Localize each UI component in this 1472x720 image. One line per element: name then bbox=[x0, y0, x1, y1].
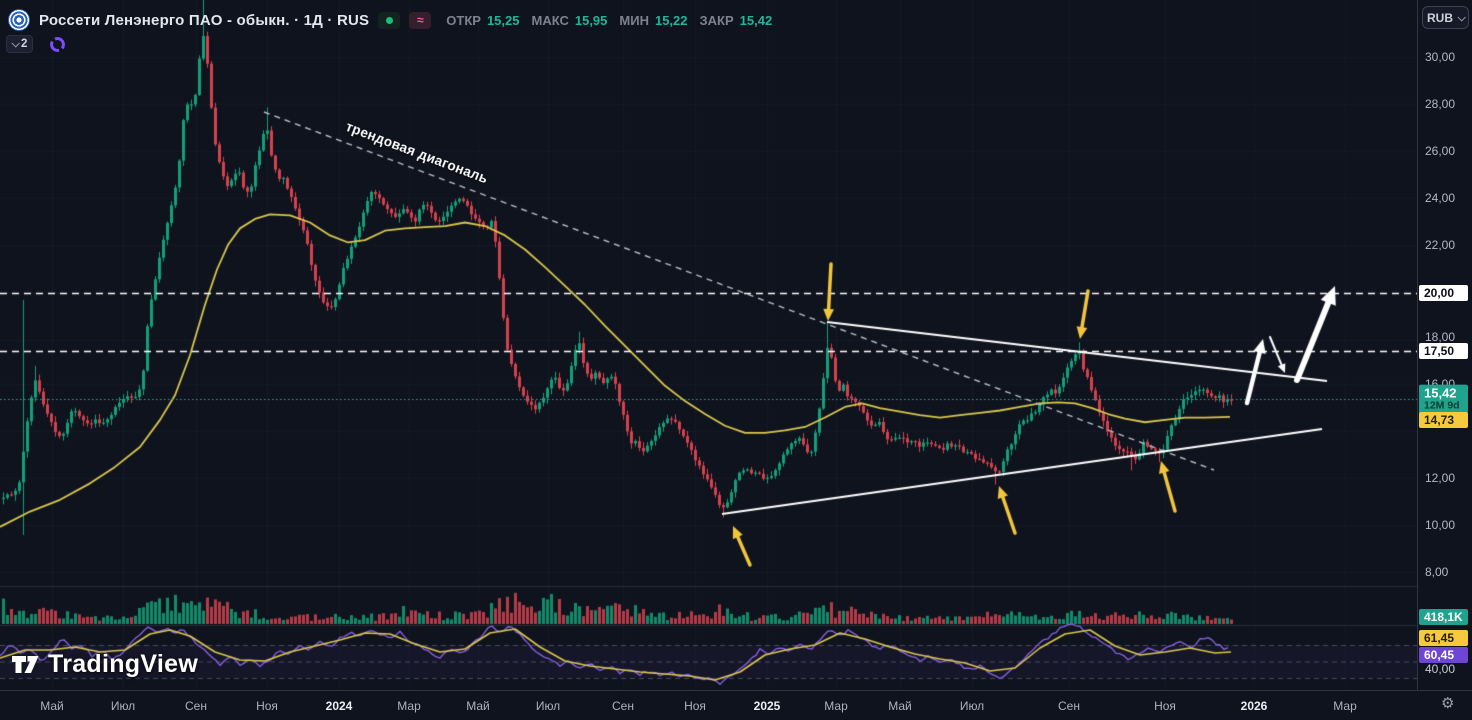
volume-value-tag: 418,1K bbox=[1419, 609, 1468, 625]
indicator-value-tag: 40,00 bbox=[1425, 662, 1456, 676]
currency-label: RUB bbox=[1427, 10, 1453, 25]
chevron-down-icon bbox=[11, 39, 20, 48]
ohlc-value: 15,25 bbox=[486, 12, 520, 28]
level-tag: 17,50 bbox=[1419, 343, 1468, 359]
time-label: Сен bbox=[185, 699, 207, 713]
time-label: Июл bbox=[110, 699, 136, 713]
price-tick: 10,00 bbox=[1425, 518, 1456, 532]
time-label: Ноя bbox=[1154, 699, 1176, 713]
price-tick: 12,00 bbox=[1425, 471, 1456, 485]
price-tick: 26,00 bbox=[1425, 144, 1456, 158]
indicator-value-tag: 61,45 bbox=[1419, 630, 1468, 646]
price-tick: 8,00 bbox=[1425, 565, 1449, 579]
objects-count: 2 bbox=[21, 38, 28, 50]
ohlc-label: МАКС bbox=[531, 12, 569, 28]
ohlc-row: ОТКР 15,25 МАКС 15,95 МИН 15,22 ЗАКР 15,42 bbox=[446, 13, 778, 28]
ohlc-value: 15,42 bbox=[739, 12, 773, 28]
time-label: Май bbox=[40, 699, 64, 713]
tradingview-watermark-text: TradingView bbox=[48, 649, 199, 678]
objects-tree-button[interactable]: 2 bbox=[6, 35, 34, 53]
indicator-value-tag: 60,45 bbox=[1419, 647, 1468, 663]
price-tick: 22,00 bbox=[1425, 238, 1456, 252]
price-scale[interactable]: RUB 30,0028,0026,0024,0022,0018,0016,001… bbox=[1417, 0, 1472, 690]
price-tick: 24,00 bbox=[1425, 191, 1456, 205]
level-tag: 20,00 bbox=[1419, 285, 1468, 301]
currency-button[interactable]: RUB bbox=[1422, 6, 1469, 29]
time-label: Мар bbox=[397, 699, 421, 713]
gear-icon[interactable]: ⚙ bbox=[1441, 695, 1455, 712]
symbol-logo-icon[interactable] bbox=[8, 9, 30, 31]
market-status-icon[interactable] bbox=[378, 11, 401, 29]
sync-icon[interactable] bbox=[50, 36, 66, 52]
time-label: Май bbox=[466, 699, 490, 713]
time-label: Июл bbox=[535, 699, 561, 713]
time-axis[interactable]: ⚙ Май Июл Сен Ноя 2024 Мар Май Июл Сен Ноя 2025 Мар… bbox=[0, 690, 1472, 720]
ohlc-label: ОТКР bbox=[446, 12, 481, 28]
time-label: 2025 bbox=[753, 699, 781, 713]
ohlc-value: 15,22 bbox=[654, 12, 688, 28]
time-label: Мар bbox=[824, 699, 848, 713]
ohlc-label: ЗАКР bbox=[699, 12, 734, 28]
price-tick: 30,00 bbox=[1425, 50, 1456, 64]
price-tick: 18,00 bbox=[1425, 330, 1456, 344]
time-label: 2026 bbox=[1240, 699, 1268, 713]
time-label: Ноя bbox=[684, 699, 706, 713]
time-label: Май bbox=[888, 699, 912, 713]
notes-icon[interactable]: ≈ bbox=[409, 11, 432, 29]
chart-header: Россети Ленэнерго ПАО - обыкн. · 1Д · RU… bbox=[8, 8, 778, 32]
time-label: Ноя bbox=[256, 699, 278, 713]
chart-toolbar: 2 bbox=[6, 35, 66, 53]
time-label: Сен bbox=[1058, 699, 1080, 713]
last-price-tag: 15,42 12M 9d bbox=[1419, 384, 1468, 414]
time-label: Сен bbox=[612, 699, 634, 713]
time-label: 2024 bbox=[325, 699, 353, 713]
time-label: Июл bbox=[959, 699, 985, 713]
price-tick: 28,00 bbox=[1425, 97, 1456, 111]
tradingview-watermark: TradingView bbox=[10, 649, 198, 679]
ma-value-tag: 14,73 bbox=[1419, 412, 1468, 428]
ohlc-value: 15,95 bbox=[574, 12, 608, 28]
chevron-down-icon bbox=[1457, 12, 1466, 22]
time-label: Мар bbox=[1333, 699, 1357, 713]
ohlc-label: МИН bbox=[619, 12, 649, 28]
symbol-title[interactable]: Россети Ленэнерго ПАО - обыкн. · 1Д · RU… bbox=[39, 11, 370, 29]
tradingview-logo-icon bbox=[12, 656, 39, 673]
